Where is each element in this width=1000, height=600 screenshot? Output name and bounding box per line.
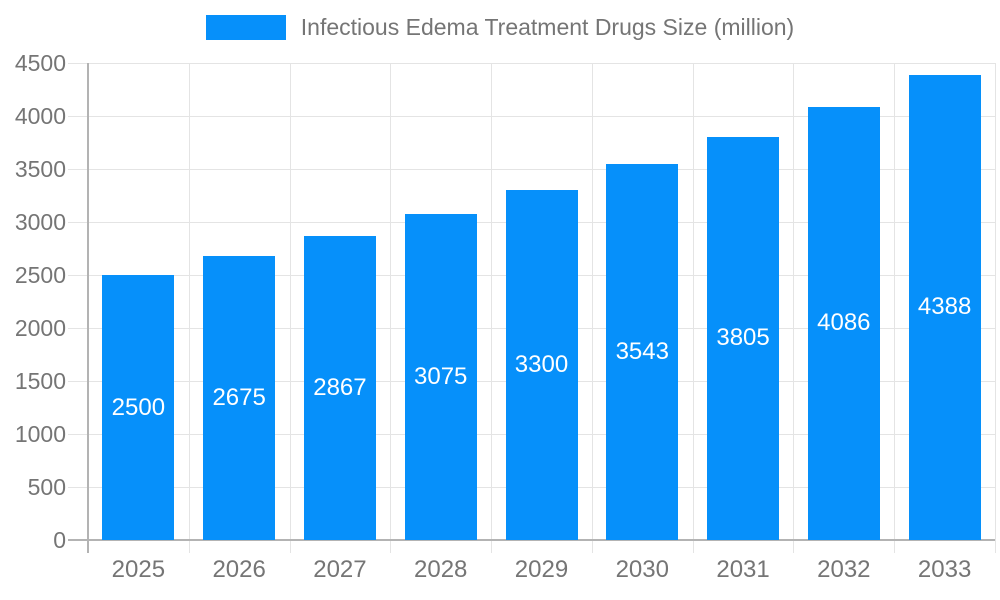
x-gridline bbox=[995, 63, 996, 553]
bar bbox=[102, 275, 175, 540]
x-gridline bbox=[188, 63, 190, 553]
x-axis-line bbox=[68, 539, 995, 541]
y-axis-tick-label: 3000 bbox=[14, 209, 66, 235]
bar bbox=[807, 106, 880, 540]
x-gridline bbox=[491, 63, 493, 553]
bar bbox=[707, 136, 780, 540]
x-gridline bbox=[793, 63, 795, 553]
legend-swatch bbox=[205, 15, 286, 40]
bar-value-label: 2500 bbox=[111, 393, 166, 421]
bar-value-label: 2867 bbox=[313, 374, 367, 402]
bar-value-label: 3300 bbox=[514, 351, 569, 379]
y-axis-tick-label: 4000 bbox=[14, 103, 66, 129]
x-gridline bbox=[390, 63, 392, 553]
bar-value-label: 3543 bbox=[615, 338, 669, 366]
x-axis-tick-label: 2031 bbox=[716, 556, 770, 583]
x-gridline bbox=[289, 63, 291, 553]
x-axis-tick-label: 2029 bbox=[514, 556, 569, 583]
x-axis-tick-label: 2026 bbox=[212, 556, 266, 583]
y-axis-tick-label: 2500 bbox=[14, 262, 66, 288]
y-axis-tick-label: 3500 bbox=[14, 156, 66, 182]
chart-title: Infectious Edema Treatment Drugs Size (m… bbox=[300, 14, 795, 40]
bar bbox=[606, 164, 679, 540]
x-gridline bbox=[692, 63, 694, 553]
x-axis-tick-label: 2032 bbox=[817, 556, 871, 583]
bar bbox=[505, 190, 578, 540]
y-axis-tick-label: 0 bbox=[53, 527, 66, 553]
x-gridline bbox=[894, 63, 896, 553]
y-axis-tick-label: 1500 bbox=[14, 368, 66, 394]
bar bbox=[404, 214, 477, 540]
bar bbox=[908, 74, 981, 540]
y-gridline bbox=[68, 116, 995, 117]
y-axis-tick-label: 1000 bbox=[14, 421, 66, 447]
legend: Infectious Edema Treatment Drugs Size (m… bbox=[0, 14, 1000, 41]
y-axis-line bbox=[87, 63, 89, 553]
bar-value-label: 3075 bbox=[414, 363, 468, 391]
x-gridline bbox=[591, 63, 593, 553]
x-axis-tick-label: 2030 bbox=[615, 556, 669, 583]
x-axis-tick-label: 2025 bbox=[111, 556, 166, 583]
x-axis-tick-label: 2027 bbox=[313, 556, 367, 583]
y-gridline bbox=[68, 169, 995, 170]
bar-value-label: 3805 bbox=[716, 324, 770, 352]
bar-value-label: 2675 bbox=[212, 384, 266, 412]
bar-value-label: 4086 bbox=[817, 309, 871, 337]
bar-value-label: 4388 bbox=[917, 293, 972, 321]
bar bbox=[203, 256, 276, 540]
x-axis-tick-label: 2033 bbox=[917, 556, 972, 583]
y-gridline bbox=[68, 63, 995, 64]
y-axis-tick-label: 2000 bbox=[14, 315, 66, 341]
bar bbox=[303, 236, 376, 540]
y-axis-tick-label: 500 bbox=[27, 474, 66, 500]
y-axis-tick-label: 4500 bbox=[14, 50, 66, 76]
x-axis-tick-label: 2028 bbox=[414, 556, 468, 583]
